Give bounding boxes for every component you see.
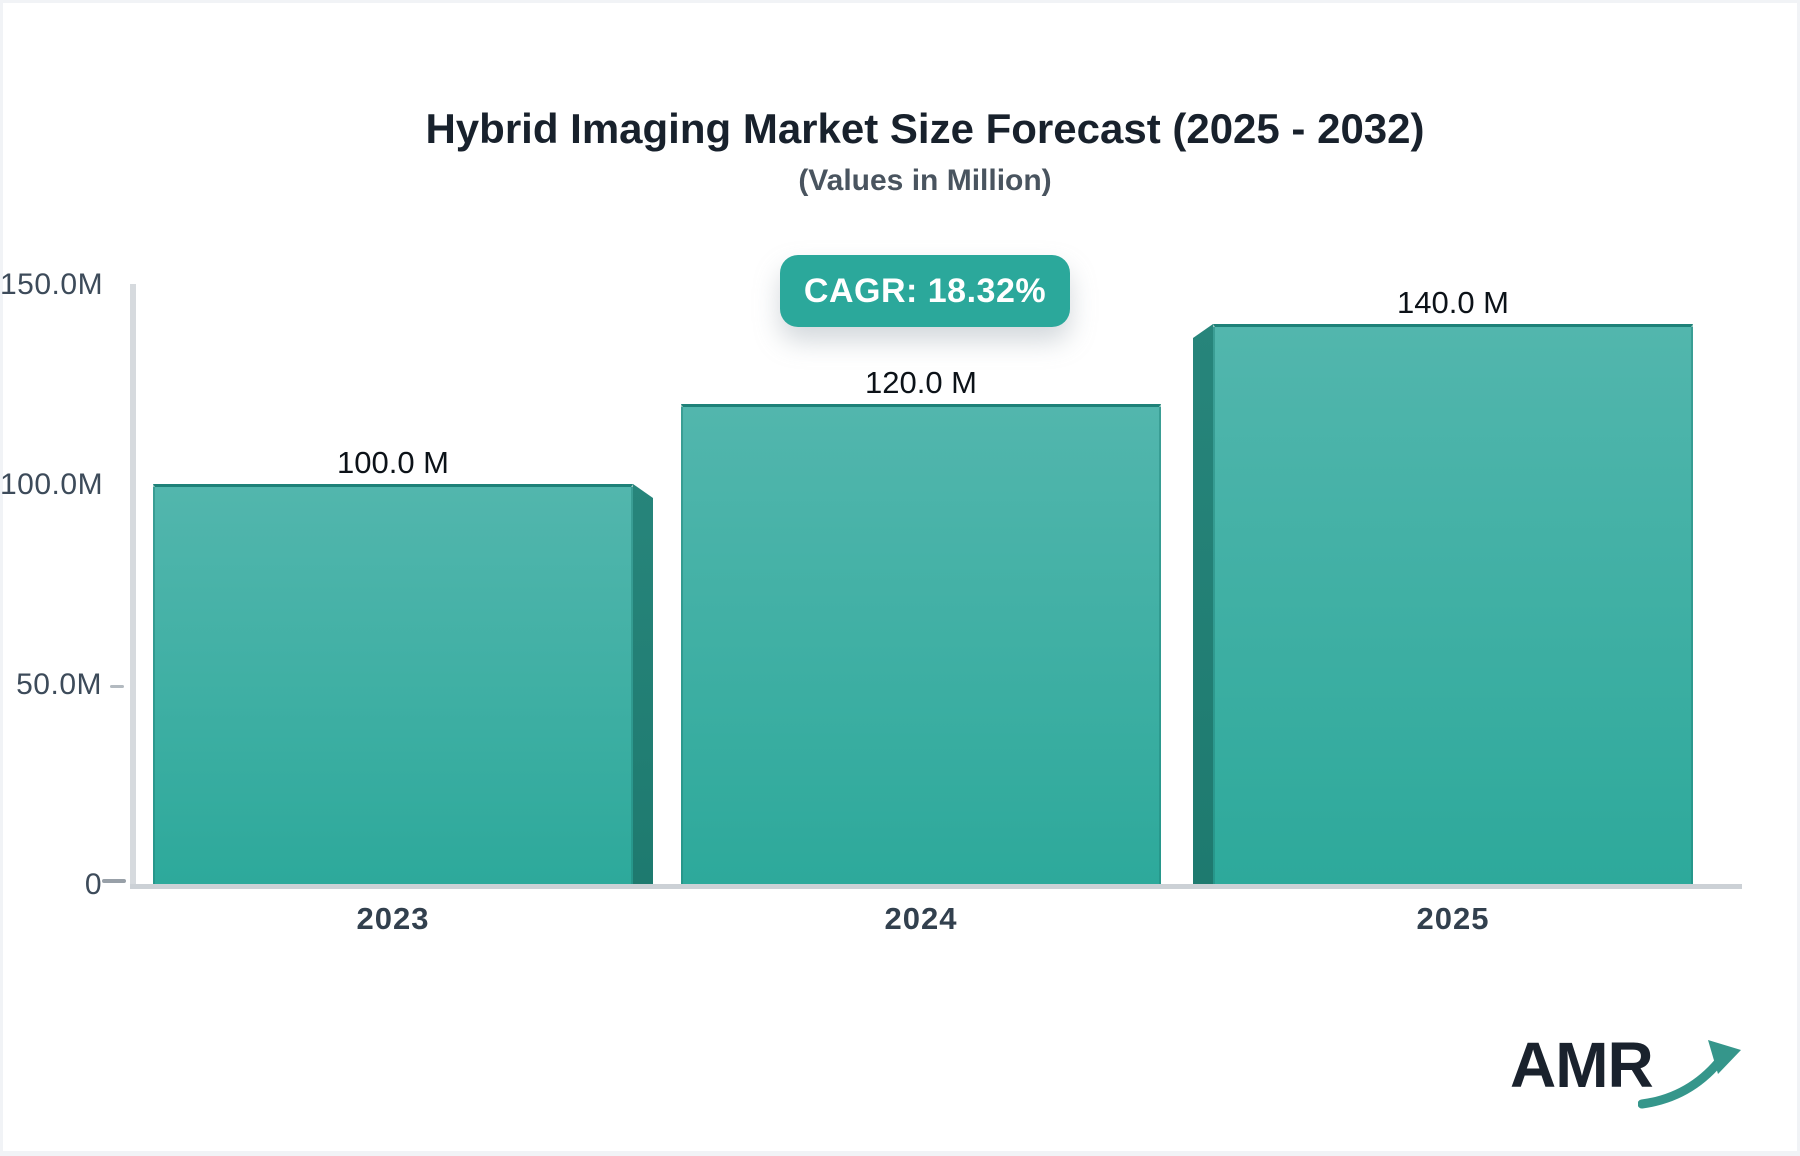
bar-value-label: 100.0 M [336, 445, 449, 480]
bar-2024 [681, 404, 1161, 884]
card-border-top [0, 0, 1800, 3]
y-axis-label: 100.0M [0, 468, 104, 501]
y-axis-line [130, 284, 136, 886]
bar-value-label: 120.0 M [864, 365, 977, 400]
y-tick-mark [110, 685, 124, 688]
y-axis-label: 150.0M [0, 268, 104, 301]
growth-arrow-icon [1638, 1040, 1741, 1109]
x-axis-baseline [130, 884, 1742, 889]
x-axis-label: 2023 [356, 901, 430, 936]
x-axis-label: 2024 [884, 901, 958, 936]
y-tick-mark [102, 879, 126, 883]
card-border-left [0, 0, 3, 1156]
amr-logo: AMR [1510, 1030, 1760, 1125]
page-title: Hybrid Imaging Market Size Forecast (202… [425, 105, 1425, 152]
bar-side-3d [1193, 324, 1213, 884]
y-axis-label: 50.0M [16, 668, 102, 701]
bar-side-3d [633, 484, 653, 884]
cagr-badge: CAGR: 18.32% [780, 255, 1070, 327]
bar-2023 [153, 484, 633, 884]
amr-logo-text: AMR [1510, 1029, 1654, 1101]
page-subtitle: (Values in Million) [798, 164, 1052, 197]
card-border-right [1797, 0, 1800, 1156]
card-border-bottom [0, 1151, 1800, 1156]
bar-value-label: 140.0 M [1396, 285, 1509, 320]
bar-2025 [1213, 324, 1693, 884]
x-axis-label: 2025 [1416, 901, 1490, 936]
y-axis-label: 0 [84, 868, 102, 901]
